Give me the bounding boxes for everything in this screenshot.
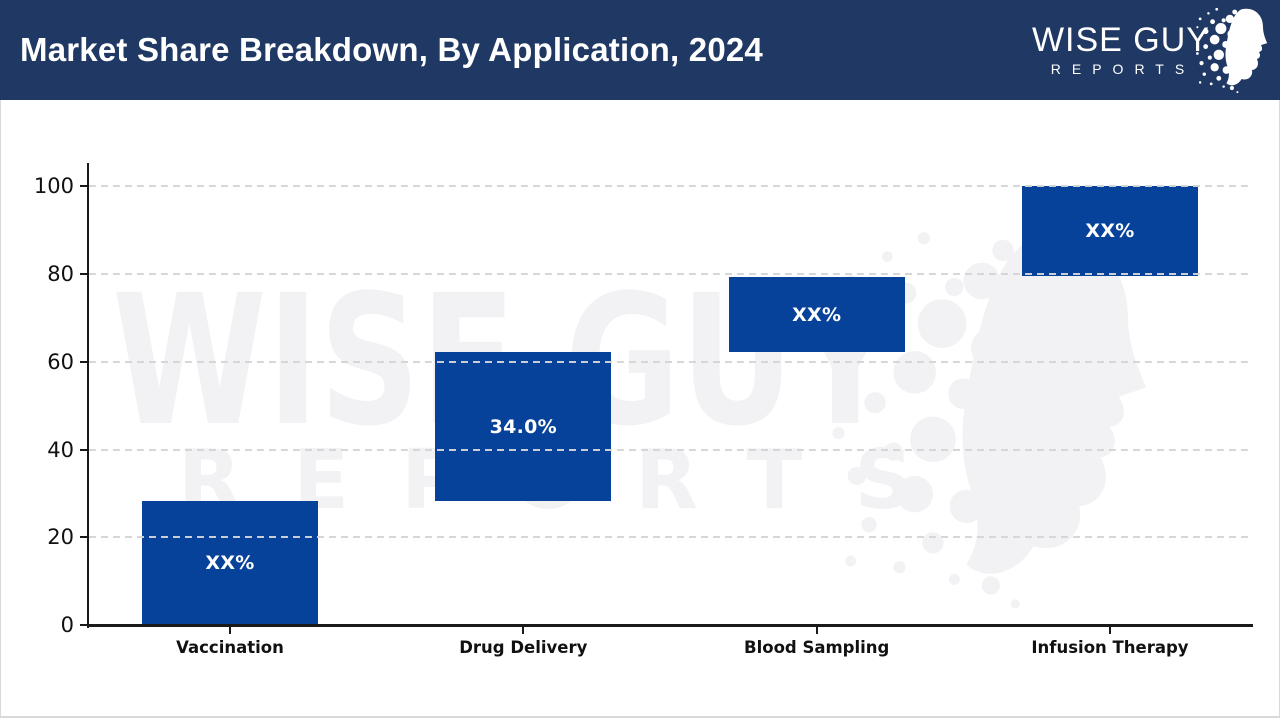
plot-area: WISE GUY REPORTS 020406080100XX%34.0%XX%… (0, 100, 1280, 720)
bar-value-label-blood-sampling: XX% (792, 303, 842, 326)
x-tick-mark-infusion-therapy (1109, 626, 1111, 634)
y-tick-label-20: 20 (47, 525, 74, 550)
bar-value-label-infusion-therapy: XX% (1085, 220, 1135, 243)
logo-wordmark: WISE GUY (1031, 21, 1210, 60)
y-tick-mark-20 (80, 536, 88, 539)
header-bar: Market Share Breakdown, By Application, … (0, 0, 1280, 100)
bar-infusion-therapy: XX% (1022, 186, 1198, 276)
y-tick-label-80: 80 (47, 262, 74, 287)
category-label-blood-sampling: Blood Sampling (744, 638, 890, 657)
bar-drug-delivery: 34.0% (435, 352, 612, 502)
gridline-60 (89, 360, 1253, 363)
gridline-20 (89, 536, 1253, 539)
y-tick-label-60: 60 (47, 349, 74, 374)
y-axis-spine (87, 163, 89, 628)
page-border-left (0, 100, 1, 718)
y-tick-mark-40 (80, 448, 88, 451)
y-tick-mark-60 (80, 360, 88, 363)
gridline-40 (89, 448, 1253, 451)
bar-value-label-vaccination: XX% (205, 552, 255, 575)
x-axis-spine (87, 624, 1253, 627)
y-tick-label-0: 0 (60, 613, 74, 637)
category-label-drug-delivery: Drug Delivery (459, 638, 588, 657)
page-border-bottom (0, 716, 1280, 718)
x-tick-mark-blood-sampling (815, 626, 818, 634)
y-tick-mark-100 (80, 185, 88, 188)
y-tick-mark-80 (80, 273, 88, 276)
logo-subtext: REPORTS (1050, 60, 1196, 77)
category-label-vaccination: Vaccination (176, 638, 284, 657)
logo-face-icon (1196, 7, 1268, 94)
bar-vaccination: XX% (142, 501, 318, 625)
bar-value-label-drug-delivery: 34.0% (489, 415, 557, 438)
category-label-infusion-therapy: Infusion Therapy (1031, 638, 1189, 657)
x-tick-mark-vaccination (229, 626, 231, 634)
chart-title: Market Share Breakdown, By Application, … (20, 31, 763, 68)
x-tick-mark-drug-delivery (522, 626, 525, 634)
wiseguy-logo: WISE GUY REPORTS (1032, 4, 1272, 96)
y-tick-label-40: 40 (47, 437, 74, 462)
y-tick-mark-0 (80, 624, 88, 626)
logo-text: WISE GUY REPORTS (1031, 21, 1210, 77)
y-tick-label-100: 100 (33, 174, 74, 199)
bar-blood-sampling: XX% (728, 277, 905, 353)
gridline-80 (89, 273, 1253, 276)
gridline-100 (89, 185, 1253, 188)
